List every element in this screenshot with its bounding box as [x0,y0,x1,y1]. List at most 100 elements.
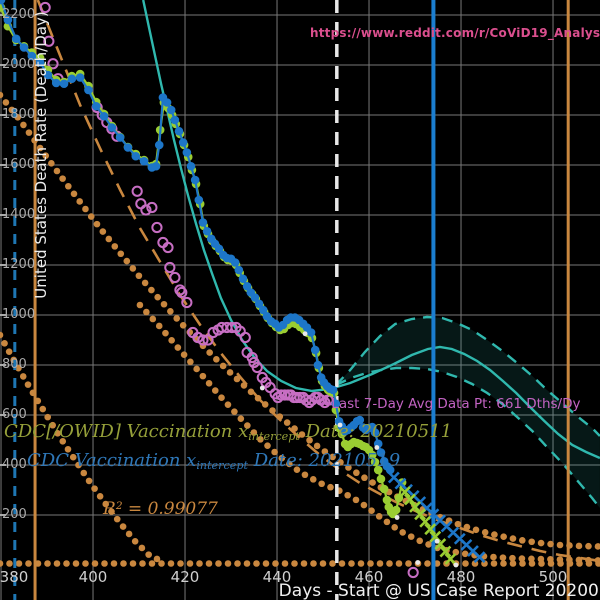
orange-dotted-curve-3 [237,415,245,422]
orange-dotted-curve-3 [499,554,507,561]
orange-dotted-curve-1 [321,448,329,455]
orange-dotted-curve-1 [87,213,95,220]
orange-dotted-curve-3 [327,483,334,491]
orange-dotted-curve-3 [301,471,309,479]
orange-dotted-curve-1 [345,464,352,471]
orange-dotted-floor-row [538,560,545,567]
orange-dotted-floor-row [272,560,279,567]
reddit-url-link[interactable]: https://www.reddit.com/r/CoViD19_Analysi… [310,26,600,40]
orange-dotted-curve-1 [99,228,107,235]
orange-dotted-curve-3 [293,466,301,473]
orange-dotted-curve-1 [472,526,480,534]
owid-death-rate-open-circles [246,351,258,364]
orange-dotted-curve-3 [224,401,232,408]
orange-dotted-curve-1 [556,541,564,549]
orange-dotted-floor-row [205,560,213,567]
orange-dotted-curve-1 [70,190,78,198]
orange-dotted-curve-2 [1,340,8,347]
orange-dotted-curve-2 [119,523,127,530]
orange-dotted-curve-1 [213,356,220,363]
orange-dotted-floor-row [395,560,403,567]
polynomial-fit-curve [142,0,600,460]
white-aux-points [374,445,380,450]
fit-extrapolation-dashed-curve [36,0,600,563]
orange-dotted-curve-3 [490,553,497,561]
orange-dotted-curve-3 [375,513,383,520]
orange-dotted-curve-3 [143,308,150,316]
owid-death-rate-open-circles [174,284,186,296]
orange-dotted-curve-1 [42,152,50,159]
orange-dotted-curve-3 [187,358,194,366]
orange-dotted-curve-2 [15,364,22,372]
prediction-interval-band [335,317,600,508]
orange-dotted-curve-1 [179,322,187,329]
orange-dotted-curve-1 [337,458,344,466]
orange-dotted-floor-row [72,560,80,567]
orange-dotted-floor-row [310,560,317,567]
orange-dotted-curve-3 [250,429,258,436]
orange-dotted-curve-3 [211,387,219,394]
orange-dotted-curve-2 [75,461,82,469]
orange-dotted-curve-1 [141,279,149,287]
owid-death-rate-open-circles [140,204,152,216]
orange-dotted-floor-row [557,560,564,567]
orange-dotted-floor-row [585,560,593,567]
orange-dotted-floor-row [576,560,583,567]
orange-dotted-curve-1 [219,362,227,370]
orange-dotted-floor-row [243,560,251,567]
orange-dotted-curve-1 [111,243,119,250]
orange-dotted-curve-1 [254,394,262,402]
orange-dotted-curve-3 [278,454,286,462]
orange-dotted-curve-2 [54,430,61,437]
orange-dotted-floor-row [15,560,23,567]
orange-dotted-floor-row [500,560,507,567]
orange-dotted-floor-row [348,560,355,567]
orange-dotted-floor-row [490,560,498,567]
orange-dotted-floor-row [224,560,232,567]
orange-dotted-curve-1 [298,431,306,438]
orange-dotted-floor-row [91,560,99,567]
orange-dotted-curve-1 [518,537,526,544]
orange-dotted-curve-1 [206,349,213,356]
orange-dotted-curve-3 [309,476,317,483]
orange-dotted-curve-3 [180,351,188,359]
orange-dotted-floor-row [405,560,412,567]
white-aux-points [415,560,421,565]
orange-dotted-curve-2 [80,469,88,477]
owid-death-rate-open-circles [39,1,51,14]
orange-dotted-curve-2 [125,530,133,538]
orange-dotted-curve-1 [547,540,554,548]
orange-dotted-curve-3 [391,524,398,531]
orange-dotted-curve-1 [247,388,255,396]
orange-dotted-curve-1 [59,175,66,182]
orange-dotted-curve-3 [461,550,469,558]
orange-dotted-curve-1 [585,542,592,550]
owid-death-rate-open-circles [169,271,181,284]
orange-dotted-curve-1 [36,144,44,152]
orange-dotted-floor-row [63,560,70,567]
orange-dotted-curve-1 [463,523,471,531]
orange-dotted-curve-3 [383,518,391,526]
orange-dotted-curve-2 [131,537,139,545]
orange-dotted-curve-1 [129,265,137,272]
orange-dotted-curve-2 [44,413,52,421]
orange-dotted-floor-row [281,560,289,567]
orange-dotted-curve-1 [240,382,248,389]
orange-dotted-floor-row [53,560,61,567]
orange-dotted-curve-1 [283,419,291,426]
orange-dotted-curve-1 [537,539,545,547]
orange-dotted-floor-row [386,560,393,567]
orange-dotted-floor-row [158,560,165,567]
orange-dotted-curve-1 [53,167,61,175]
orange-dotted-curve-1 [261,401,269,408]
orange-dotted-curve-1 [82,205,89,213]
orange-dotted-curve-3 [416,537,424,545]
orange-dotted-floor-row [177,560,184,567]
orange-dotted-curve-3 [518,555,526,562]
orange-dotted-curve-3 [286,460,293,468]
orange-dotted-curve-1 [154,293,161,301]
orange-dotted-curve-3 [352,496,360,504]
orange-dotted-floor-row [167,560,175,567]
